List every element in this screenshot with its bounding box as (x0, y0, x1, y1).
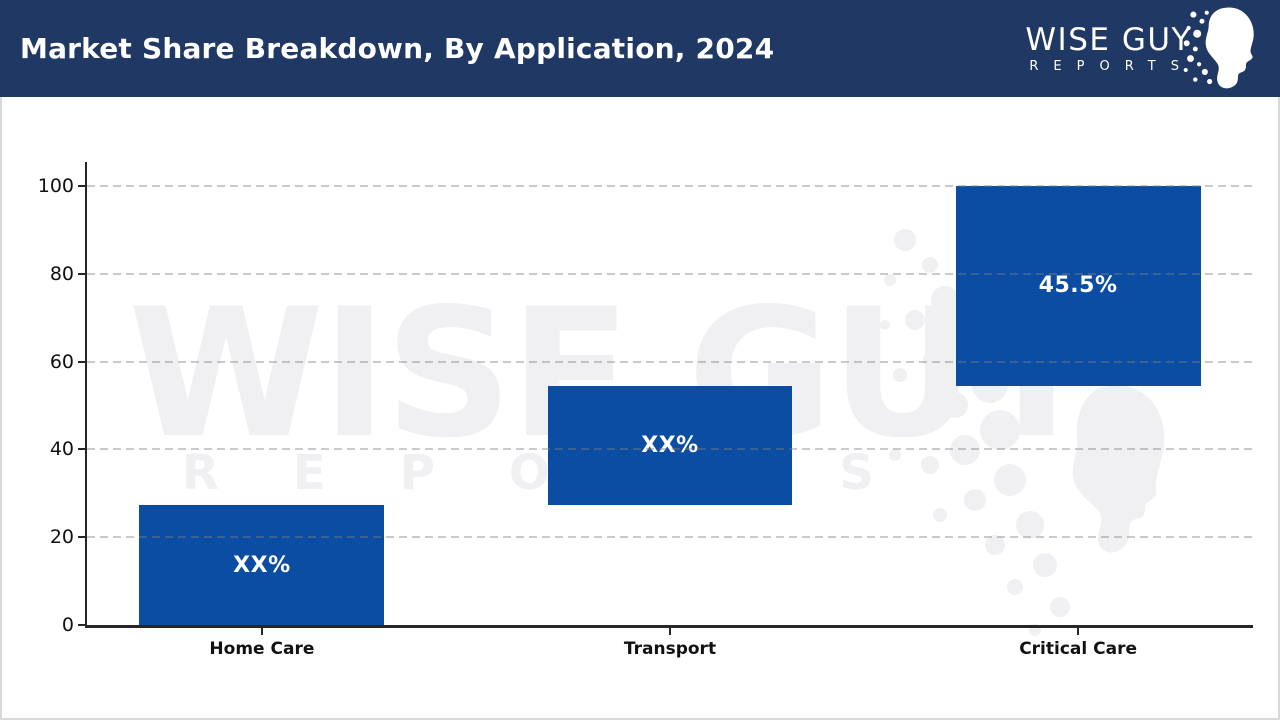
bar-transport: XX% (547, 385, 793, 506)
x-label-transport: Transport (623, 639, 717, 659)
bar-home-care: XX% (139, 505, 385, 625)
x-tick-1 (669, 628, 671, 635)
y-tick-60 (78, 360, 87, 363)
brand-logo: WISE GUY REPORTS (1023, 4, 1266, 94)
gridline-80 (87, 272, 1253, 275)
x-tick-0 (260, 628, 263, 635)
gridline-60 (87, 360, 1253, 363)
header-bar: Market Share Breakdown, By Application, … (0, 0, 1280, 97)
brand-logo-text: WISE GUY REPORTS (1023, 23, 1194, 75)
x-label-home-care: Home Care (209, 639, 315, 659)
x-tick-2 (1077, 628, 1080, 635)
y-tick-label-20: 20 (49, 526, 74, 549)
bar-value-label: XX% (233, 552, 291, 578)
brand-face-icon (1183, 7, 1254, 88)
y-axis-line (85, 162, 87, 627)
y-tick-label-60: 60 (49, 350, 74, 373)
brand-wordmark: WISE GUY (1025, 21, 1192, 58)
border-bottom (0, 718, 1280, 720)
y-tick-20 (78, 536, 87, 539)
y-tick-label-100: 100 (37, 175, 74, 197)
y-tick-label-0: 0 (61, 614, 74, 636)
brand-subtext: REPORTS (1029, 58, 1194, 74)
bar-value-label: 45.5% (1038, 273, 1118, 299)
gridline-20 (87, 536, 1253, 539)
bar-critical-care: 45.5% (955, 186, 1201, 386)
page-title: Market Share Breakdown, By Application, … (20, 32, 775, 65)
y-tick-40 (78, 448, 87, 451)
border-right (1278, 97, 1280, 720)
y-tick-80 (78, 272, 87, 275)
x-axis-line (85, 625, 1253, 628)
y-tick-label-40: 40 (49, 438, 74, 461)
gridline-40 (87, 448, 1253, 451)
bar-value-label: XX% (641, 432, 699, 458)
y-tick-label-80: 80 (49, 262, 74, 285)
gridline-100 (87, 185, 1253, 187)
border-left (0, 97, 2, 720)
x-label-critical-care: Critical Care (1019, 639, 1137, 659)
y-tick-100 (78, 185, 87, 187)
y-tick-0 (78, 624, 87, 626)
